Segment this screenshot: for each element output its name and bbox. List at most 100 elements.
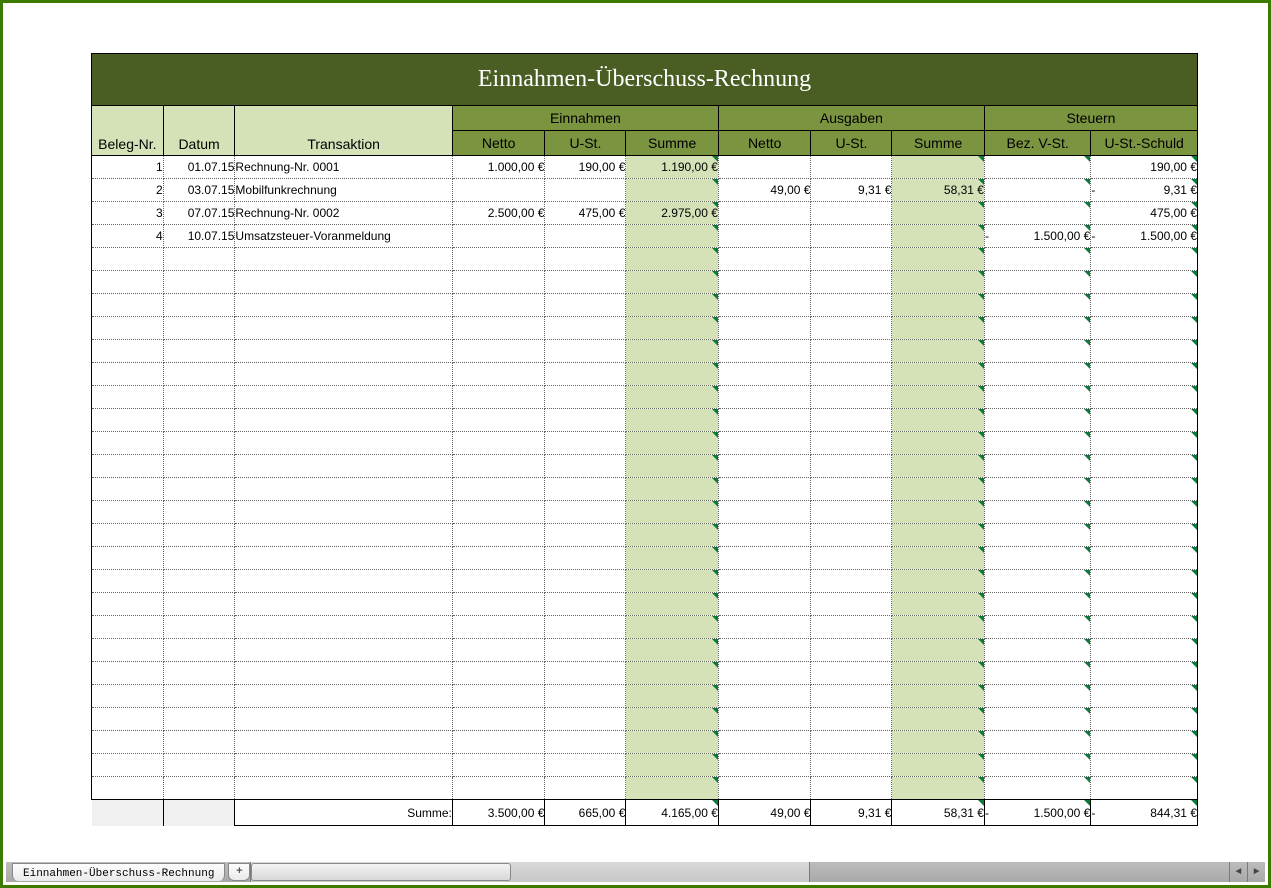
table-cell[interactable]: Mobilfunkrechnung bbox=[235, 179, 452, 202]
table-cell[interactable] bbox=[892, 340, 985, 363]
table-cell[interactable] bbox=[984, 662, 1090, 685]
table-cell[interactable] bbox=[545, 317, 626, 340]
table-cell[interactable] bbox=[92, 593, 164, 616]
table-cell[interactable]: -9,31 € bbox=[1091, 179, 1198, 202]
table-cell[interactable] bbox=[984, 432, 1090, 455]
table-cell[interactable] bbox=[235, 616, 452, 639]
table-cell[interactable] bbox=[626, 432, 719, 455]
table-cell[interactable]: 1 bbox=[92, 156, 164, 179]
table-cell[interactable] bbox=[545, 731, 626, 754]
table-cell[interactable] bbox=[92, 409, 164, 432]
table-cell[interactable]: 2.975,00 € bbox=[626, 202, 719, 225]
table-cell[interactable] bbox=[92, 685, 164, 708]
table-cell[interactable] bbox=[892, 685, 985, 708]
table-cell[interactable] bbox=[892, 248, 985, 271]
table-cell[interactable] bbox=[892, 363, 985, 386]
table-cell[interactable] bbox=[984, 409, 1090, 432]
table-cell[interactable] bbox=[984, 616, 1090, 639]
table-cell[interactable] bbox=[1091, 501, 1198, 524]
table-cell[interactable] bbox=[626, 547, 719, 570]
table-cell[interactable] bbox=[92, 616, 164, 639]
table-cell[interactable] bbox=[235, 501, 452, 524]
table-cell[interactable] bbox=[92, 271, 164, 294]
table-cell[interactable] bbox=[235, 317, 452, 340]
table-cell[interactable] bbox=[163, 478, 235, 501]
table-cell[interactable] bbox=[235, 547, 452, 570]
table-cell[interactable] bbox=[626, 570, 719, 593]
table-cell[interactable] bbox=[984, 294, 1090, 317]
table-cell[interactable]: 07.07.15 bbox=[163, 202, 235, 225]
table-cell[interactable] bbox=[163, 639, 235, 662]
table-cell[interactable] bbox=[892, 616, 985, 639]
table-cell[interactable] bbox=[92, 386, 164, 409]
table-cell[interactable] bbox=[811, 294, 892, 317]
table-cell[interactable] bbox=[811, 363, 892, 386]
table-cell[interactable] bbox=[626, 363, 719, 386]
table-cell[interactable] bbox=[163, 593, 235, 616]
table-cell[interactable] bbox=[452, 294, 545, 317]
table-cell[interactable] bbox=[452, 271, 545, 294]
table-cell[interactable]: 475,00 € bbox=[1091, 202, 1198, 225]
table-cell[interactable] bbox=[626, 685, 719, 708]
table-cell[interactable]: 49,00 € bbox=[718, 179, 811, 202]
table-cell[interactable] bbox=[718, 156, 811, 179]
table-cell[interactable] bbox=[235, 662, 452, 685]
table-cell[interactable] bbox=[626, 248, 719, 271]
table-cell[interactable] bbox=[545, 294, 626, 317]
table-cell[interactable] bbox=[718, 317, 811, 340]
table-cell[interactable] bbox=[1091, 524, 1198, 547]
table-cell[interactable] bbox=[1091, 294, 1198, 317]
table-cell[interactable] bbox=[1091, 248, 1198, 271]
table-cell[interactable] bbox=[718, 386, 811, 409]
table-cell[interactable] bbox=[92, 639, 164, 662]
table-cell[interactable] bbox=[452, 179, 545, 202]
table-cell[interactable] bbox=[984, 202, 1090, 225]
add-sheet-button[interactable]: + bbox=[228, 863, 250, 881]
table-cell[interactable] bbox=[163, 570, 235, 593]
table-cell[interactable] bbox=[984, 731, 1090, 754]
table-cell[interactable] bbox=[235, 731, 452, 754]
table-cell[interactable] bbox=[1091, 662, 1198, 685]
table-cell[interactable] bbox=[235, 294, 452, 317]
table-cell[interactable] bbox=[718, 363, 811, 386]
table-cell[interactable] bbox=[545, 478, 626, 501]
table-cell[interactable] bbox=[452, 593, 545, 616]
table-cell[interactable] bbox=[163, 708, 235, 731]
table-cell[interactable] bbox=[811, 777, 892, 800]
table-cell[interactable] bbox=[92, 432, 164, 455]
table-cell[interactable] bbox=[626, 340, 719, 363]
table-cell[interactable] bbox=[718, 340, 811, 363]
table-cell[interactable] bbox=[92, 478, 164, 501]
table-cell[interactable] bbox=[718, 685, 811, 708]
table-cell[interactable] bbox=[452, 685, 545, 708]
table-cell[interactable] bbox=[811, 455, 892, 478]
table-cell[interactable] bbox=[235, 754, 452, 777]
table-cell[interactable] bbox=[718, 570, 811, 593]
table-cell[interactable] bbox=[1091, 593, 1198, 616]
table-cell[interactable] bbox=[235, 524, 452, 547]
table-cell[interactable] bbox=[235, 685, 452, 708]
table-cell[interactable] bbox=[235, 478, 452, 501]
table-cell[interactable] bbox=[235, 639, 452, 662]
table-cell[interactable] bbox=[892, 225, 985, 248]
table-cell[interactable]: 2 bbox=[92, 179, 164, 202]
table-cell[interactable] bbox=[1091, 271, 1198, 294]
sheet-tab[interactable]: Einnahmen-Überschuss-Rechnung bbox=[12, 863, 225, 881]
table-cell[interactable] bbox=[452, 455, 545, 478]
table-cell[interactable] bbox=[811, 340, 892, 363]
table-cell[interactable] bbox=[163, 271, 235, 294]
table-cell[interactable] bbox=[163, 501, 235, 524]
table-cell[interactable] bbox=[92, 524, 164, 547]
table-cell[interactable] bbox=[892, 294, 985, 317]
table-cell[interactable] bbox=[811, 708, 892, 731]
table-cell[interactable]: Rechnung-Nr. 0001 bbox=[235, 156, 452, 179]
table-cell[interactable] bbox=[718, 225, 811, 248]
table-cell[interactable] bbox=[892, 593, 985, 616]
table-cell[interactable] bbox=[811, 409, 892, 432]
table-cell[interactable] bbox=[811, 478, 892, 501]
table-cell[interactable] bbox=[545, 662, 626, 685]
table-cell[interactable]: 3 bbox=[92, 202, 164, 225]
table-cell[interactable] bbox=[984, 363, 1090, 386]
table-cell[interactable] bbox=[1091, 386, 1198, 409]
table-cell[interactable] bbox=[626, 662, 719, 685]
